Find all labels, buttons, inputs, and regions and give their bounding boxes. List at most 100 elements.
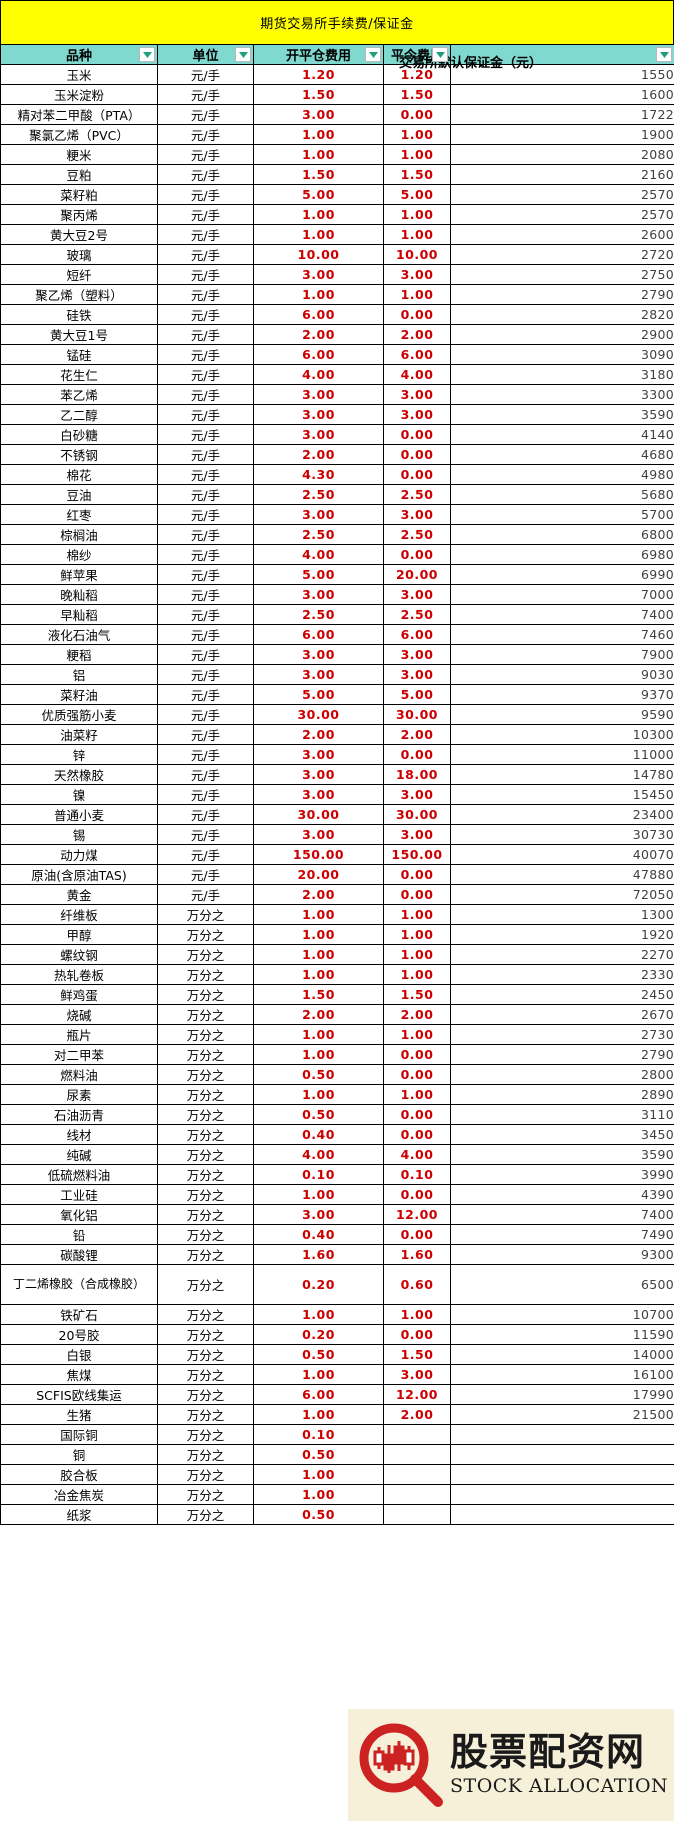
cell-open-close-fee: 3.00 [253, 264, 384, 285]
cell-unit: 元/手 [157, 124, 254, 145]
filter-dropdown-icon-unit[interactable] [235, 47, 251, 62]
cell-open-close-fee: 2.00 [253, 324, 384, 345]
cell-unit: 元/手 [157, 164, 254, 185]
cell-today-close-fee: 3.00 [383, 584, 451, 605]
cell-product-name: 优质强筋小麦 [0, 704, 158, 725]
cell-margin: 7000 [450, 584, 674, 605]
cell-unit: 元/手 [157, 84, 254, 105]
cell-margin [450, 1464, 674, 1485]
cell-margin: 2600 [450, 224, 674, 245]
cell-unit: 元/手 [157, 64, 254, 85]
cell-margin: 3090 [450, 344, 674, 365]
cell-product-name: 碳酸锂 [0, 1244, 158, 1265]
cell-unit: 元/手 [157, 104, 254, 125]
cell-product-name: 黄大豆1号 [0, 324, 158, 345]
cell-unit: 元/手 [157, 784, 254, 805]
table-row: 聚乙烯（塑料） 元/手 1.00 1.00 2790 [0, 284, 674, 305]
cell-margin: 5680 [450, 484, 674, 505]
table-row: 优质强筋小麦 元/手 30.00 30.00 9590 [0, 704, 674, 725]
cell-margin: 23400 [450, 804, 674, 825]
cell-unit: 元/手 [157, 704, 254, 725]
table-row: 锌元/手 3.00 0.00 11000 [0, 744, 674, 765]
watermark-title-cn: 股票配资网 [450, 1730, 646, 1775]
cell-product-name: 棉花 [0, 464, 158, 485]
cell-open-close-fee: 3.00 [253, 664, 384, 685]
cell-unit: 万分之 [157, 1384, 254, 1405]
cell-open-close-fee: 150.00 [253, 844, 384, 865]
cell-today-close-fee: 2.00 [383, 724, 451, 745]
table-row: 液化石油气 元/手 6.00 6.00 7460 [0, 624, 674, 645]
cell-unit: 元/手 [157, 444, 254, 465]
cell-today-close-fee: 0.00 [383, 1064, 451, 1085]
cell-open-close-fee: 0.40 [253, 1124, 384, 1145]
cell-today-close-fee: 1.00 [383, 1304, 451, 1325]
cell-open-close-fee: 1.00 [253, 1024, 384, 1045]
cell-unit: 万分之 [157, 1264, 254, 1305]
table-row: 线材 万分之 0.40 0.00 3450 [0, 1124, 674, 1145]
cell-unit: 万分之 [157, 1344, 254, 1365]
table-row: 聚丙烯 元/手 1.00 1.00 2570 [0, 204, 674, 225]
table-row: 锡元/手 3.00 3.00 30730 [0, 824, 674, 845]
cell-product-name: 苯乙烯 [0, 384, 158, 405]
cell-today-close-fee: 0.00 [383, 1324, 451, 1345]
sheet-title-banner: 期货交易所手续费/保证金 [0, 0, 674, 44]
cell-today-close-fee: 1.00 [383, 1084, 451, 1105]
cell-unit: 万分之 [157, 1304, 254, 1325]
page-title: 期货交易所手续费/保证金 [260, 17, 414, 32]
cell-today-close-fee: 10.00 [383, 244, 451, 265]
cell-unit: 元/手 [157, 204, 254, 225]
table-row: 焦煤 万分之 1.00 3.00 16100 [0, 1364, 674, 1385]
cell-product-name: 液化石油气 [0, 624, 158, 645]
filter-dropdown-icon-open-fee[interactable] [365, 47, 381, 62]
cell-today-close-fee: 6.00 [383, 624, 451, 645]
cell-margin: 3590 [450, 1144, 674, 1165]
cell-unit: 元/手 [157, 824, 254, 845]
filter-dropdown-icon-name[interactable] [139, 47, 155, 62]
cell-unit: 元/手 [157, 424, 254, 445]
cell-product-name: 油菜籽 [0, 724, 158, 745]
cell-margin: 3990 [450, 1164, 674, 1185]
cell-open-close-fee: 0.10 [253, 1424, 384, 1445]
cell-open-close-fee: 1.00 [253, 144, 384, 165]
cell-unit: 元/手 [157, 844, 254, 865]
table-row: 原油(含原油TAS) 元/手 20.00 0.00 47880 [0, 864, 674, 885]
table-row: SCFIS欧线集运 万分之 6.00 12.00 17990 [0, 1384, 674, 1405]
cell-today-close-fee [383, 1424, 451, 1445]
cell-unit: 元/手 [157, 384, 254, 405]
cell-unit: 元/手 [157, 684, 254, 705]
cell-today-close-fee: 0.10 [383, 1164, 451, 1185]
table-row: 氧化铝 万分之 3.00 12.00 7400 [0, 1204, 674, 1225]
cell-product-name: 黄金 [0, 884, 158, 905]
filter-dropdown-icon-margin[interactable] [656, 47, 672, 62]
cell-margin: 2570 [450, 204, 674, 225]
cell-today-close-fee: 1.00 [383, 224, 451, 245]
cell-unit: 万分之 [157, 1504, 254, 1525]
cell-open-close-fee: 3.00 [253, 784, 384, 805]
cell-today-close-fee: 12.00 [383, 1204, 451, 1225]
cell-margin: 1900 [450, 124, 674, 145]
cell-unit: 万分之 [157, 1184, 254, 1205]
cell-product-name: 聚氯乙烯（PVC） [0, 124, 158, 145]
cell-open-close-fee: 3.00 [253, 424, 384, 445]
cell-today-close-fee: 3.00 [383, 504, 451, 525]
cell-open-close-fee: 2.00 [253, 884, 384, 905]
table-row: 纸浆 万分之 0.50 [0, 1504, 674, 1525]
cell-today-close-fee: 1.00 [383, 904, 451, 925]
cell-product-name: 晚籼稻 [0, 584, 158, 605]
cell-open-close-fee: 0.50 [253, 1344, 384, 1365]
cell-today-close-fee: 5.00 [383, 684, 451, 705]
table-row: 工业硅 万分之 1.00 0.00 4390 [0, 1184, 674, 1205]
cell-unit: 元/手 [157, 504, 254, 525]
cell-margin: 2890 [450, 1084, 674, 1105]
cell-margin: 1300 [450, 904, 674, 925]
table-row: 丁二烯橡胶（合成橡胶） 万分之 0.20 0.60 6500 [0, 1264, 674, 1305]
cell-product-name: 玻璃 [0, 244, 158, 265]
cell-unit: 元/手 [157, 304, 254, 325]
column-header-today-close-fee-label: 平今费用 [390, 49, 443, 64]
table-row: 纯碱 万分之 4.00 4.00 3590 [0, 1144, 674, 1165]
filter-dropdown-icon-today-fee[interactable] [432, 47, 448, 62]
table-row: 苯乙烯 元/手 3.00 3.00 3300 [0, 384, 674, 405]
cell-today-close-fee: 0.60 [383, 1264, 451, 1305]
column-header-margin: 交易所默认保证金（元） [399, 44, 674, 71]
